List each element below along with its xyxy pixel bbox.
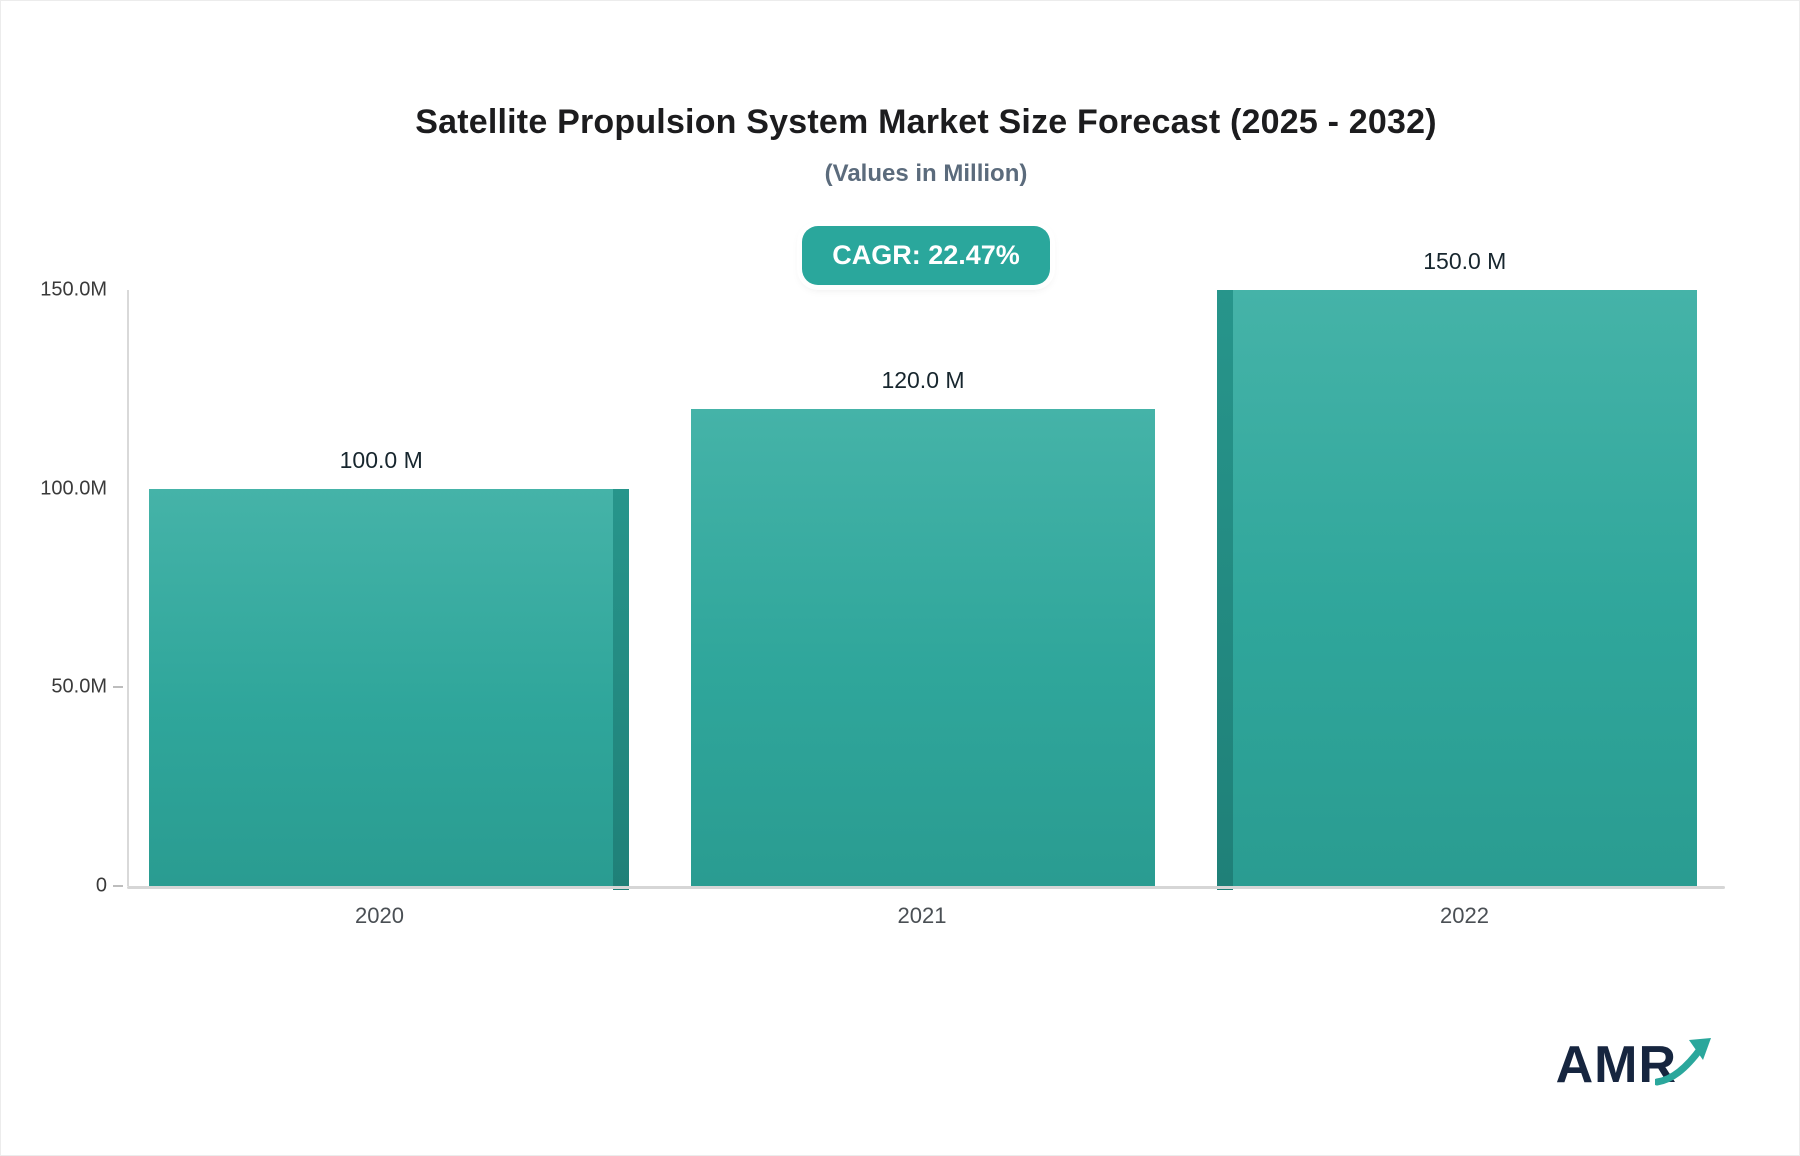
- x-label-2021: 2021: [897, 903, 947, 928]
- x-label-2022: 2022: [1440, 903, 1489, 928]
- x-axis-line: [127, 886, 1725, 889]
- y-tick-label: 100.0M: [40, 477, 107, 500]
- chart-title: Satellite Propulsion System Market Size …: [415, 103, 1437, 141]
- bar-slot-2021: 120.0 M: [690, 290, 1156, 886]
- bar-2022[interactable]: 150.0 M: [1216, 248, 1697, 890]
- chart-header: Satellite Propulsion System Market Size …: [127, 103, 1725, 285]
- x-label-2020: 2020: [355, 903, 404, 928]
- y-tick-label: 0: [95, 874, 107, 897]
- cagr-badge: CAGR: 22.47%: [802, 226, 1050, 285]
- bar-2020[interactable]: 100.0 M: [149, 447, 630, 890]
- y-axis-tick-mark: [113, 686, 123, 689]
- bar-value-label: 150.0 M: [1423, 248, 1507, 274]
- bars-container: 100.0 M 120.0 M 150.0 M: [129, 248, 1725, 890]
- bar-3d-edge: [613, 488, 630, 890]
- x-axis-labels: 2020 2021 2022: [127, 903, 1725, 929]
- amr-logo: AMR: [1556, 1035, 1713, 1095]
- bar-value-label: 100.0 M: [339, 446, 423, 473]
- plot-area: 150.0M 100.0M 50.0M 0 100.0 M 120.0 M 15…: [40, 248, 1725, 897]
- bar-slot-2022: 150.0 M: [1216, 248, 1697, 890]
- chart-subtitle: (Values in Million): [824, 160, 1028, 187]
- y-tick-label: 50.0M: [51, 675, 107, 698]
- bar-value-label: 120.0 M: [881, 367, 965, 394]
- bar-2021[interactable]: 120.0 M: [690, 367, 1156, 886]
- growth-arrow-icon: [1655, 1038, 1711, 1086]
- y-tick-label: 150.0M: [40, 278, 107, 301]
- y-axis-tick-mark: [113, 885, 123, 887]
- bar-3d-edge: [1216, 290, 1233, 890]
- bar-slot-2020: 100.0 M: [149, 290, 630, 890]
